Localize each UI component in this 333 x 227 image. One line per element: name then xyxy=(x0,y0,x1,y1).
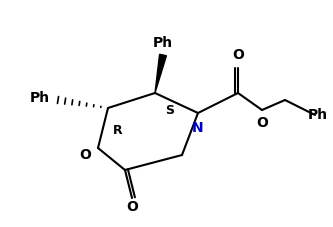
Text: S: S xyxy=(166,104,174,116)
Text: O: O xyxy=(79,148,91,162)
Text: R: R xyxy=(113,123,123,136)
Text: Ph: Ph xyxy=(308,108,328,122)
Text: O: O xyxy=(232,48,244,62)
Text: O: O xyxy=(126,200,138,214)
Text: O: O xyxy=(256,116,268,130)
Text: N: N xyxy=(192,121,204,135)
Text: Ph: Ph xyxy=(30,91,50,105)
Polygon shape xyxy=(155,54,166,93)
Text: Ph: Ph xyxy=(153,36,173,50)
